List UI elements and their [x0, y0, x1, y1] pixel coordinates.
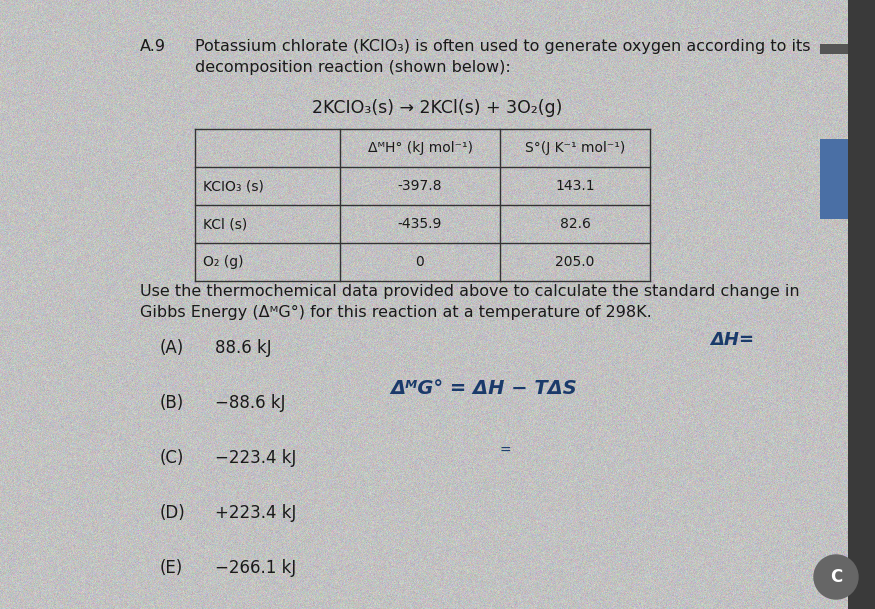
Text: =: =	[500, 444, 512, 458]
Text: (A): (A)	[160, 339, 185, 357]
Bar	[820, 139, 848, 219]
Text: -397.8: -397.8	[398, 179, 442, 193]
Text: −88.6 kJ: −88.6 kJ	[215, 394, 285, 412]
Text: 143.1: 143.1	[556, 179, 595, 193]
Text: 2KCIO₃(s) → 2KCl(s) + 3O₂(g): 2KCIO₃(s) → 2KCl(s) + 3O₂(g)	[312, 99, 563, 117]
Text: Use the thermochemical data provided above to calculate the standard change in
G: Use the thermochemical data provided abo…	[140, 284, 800, 320]
Bar	[820, 44, 848, 54]
Text: Potassium chlorate (KCIO₃) is often used to generate oxygen according to its
dec: Potassium chlorate (KCIO₃) is often used…	[195, 39, 810, 75]
Text: A.9: A.9	[140, 39, 166, 54]
Text: −223.4 kJ: −223.4 kJ	[215, 449, 297, 467]
Text: S°(J K⁻¹ mol⁻¹): S°(J K⁻¹ mol⁻¹)	[525, 141, 625, 155]
Text: -435.9: -435.9	[398, 217, 442, 231]
Text: 82.6: 82.6	[560, 217, 591, 231]
Text: KCIO₃ (s): KCIO₃ (s)	[203, 179, 264, 193]
Text: ΔH=: ΔH=	[710, 331, 754, 349]
Text: +223.4 kJ: +223.4 kJ	[215, 504, 297, 522]
Text: C: C	[830, 568, 842, 586]
Text: 88.6 kJ: 88.6 kJ	[215, 339, 271, 357]
Text: ΔᴹG° = ΔH − TΔS: ΔᴹG° = ΔH − TΔS	[390, 379, 577, 398]
Text: ΔᴹH° (kJ mol⁻¹): ΔᴹH° (kJ mol⁻¹)	[368, 141, 473, 155]
Text: (E): (E)	[160, 559, 183, 577]
Bar	[848, 0, 875, 609]
Text: (D): (D)	[160, 504, 186, 522]
Text: KCl (s): KCl (s)	[203, 217, 248, 231]
Text: O₂ (g): O₂ (g)	[203, 255, 243, 269]
Text: (B): (B)	[160, 394, 185, 412]
Circle shape	[814, 555, 858, 599]
Text: 0: 0	[416, 255, 424, 269]
Text: (C): (C)	[160, 449, 185, 467]
Text: −266.1 kJ: −266.1 kJ	[215, 559, 297, 577]
Text: 205.0: 205.0	[556, 255, 595, 269]
